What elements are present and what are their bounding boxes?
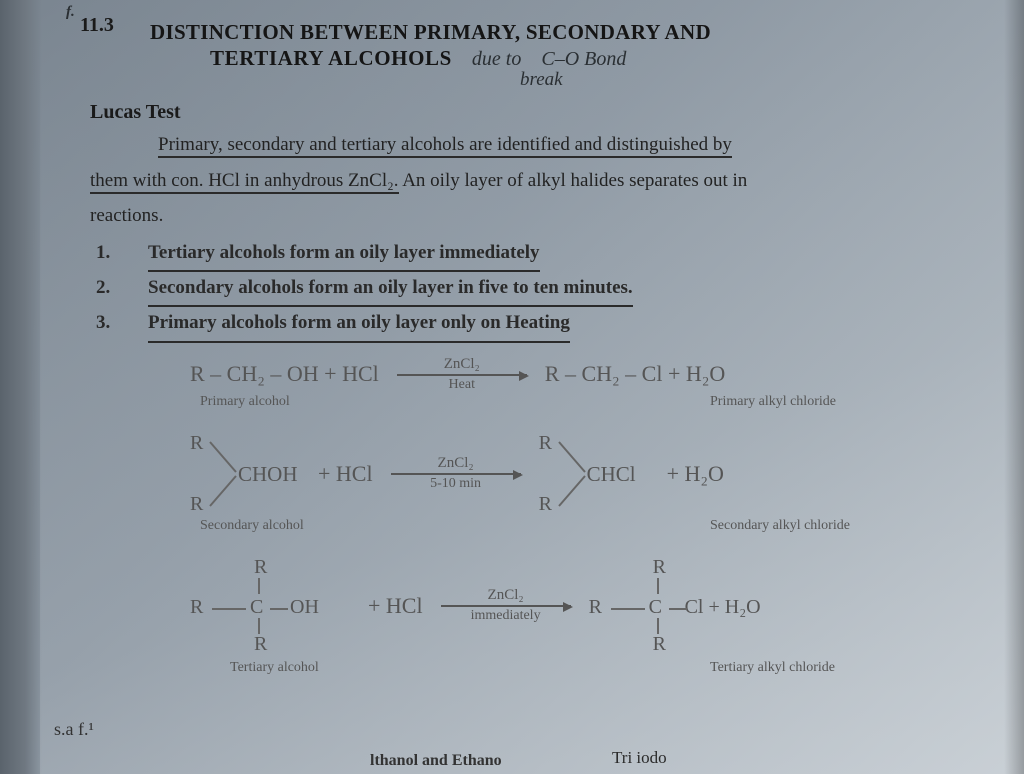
arrow-line-icon	[391, 473, 521, 475]
r-label: R	[589, 596, 602, 619]
r-label: R	[539, 493, 552, 516]
eq1-arrow-top: ZnCl₂	[444, 357, 480, 372]
r-label: R	[254, 556, 267, 579]
eq3-label-left: Tertiary alcohol	[190, 660, 470, 676]
equations-block: R – CH₂ – OH + HCl ZnCl₂ Heat R – CH₂ – …	[90, 357, 1004, 676]
eq3-tert-left: R R R C OH	[190, 556, 350, 656]
list-num-2: 2.	[90, 272, 148, 304]
bond-line-icon	[270, 608, 288, 610]
r-label: R	[190, 493, 203, 516]
c-label: C	[649, 596, 662, 619]
list-item-3: 3. Primary alcohols form an oily layer o…	[90, 307, 1004, 342]
eq1-label-right: Primary alkyl chloride	[710, 394, 836, 410]
para-1a: Primary, secondary and tertiary alcohols…	[158, 134, 732, 158]
eq3-plus-hcl: + HCl	[368, 593, 423, 619]
eq3-arrow-top: ZnCl₂	[488, 588, 524, 603]
section-number: f. 11.3	[80, 14, 114, 37]
eq2-chcl: CHCl	[587, 462, 636, 487]
paragraph-line-2: them with con. HCl in anhydrous ZnCl₂. A…	[90, 166, 1004, 195]
eq2-labels: Secondary alcohol Secondary alkyl chlori…	[190, 518, 1004, 534]
list-text-1: Tertiary alcohols form an oily layer imm…	[148, 237, 540, 272]
bond-line-icon	[258, 578, 260, 594]
equation-tertiary: R R R C OH + HCl ZnCl₂ immediately R R R	[190, 556, 1004, 656]
page-gutter-shadow	[1004, 0, 1024, 774]
list-item-1: 1. Tertiary alcohols form an oily layer …	[90, 237, 1004, 272]
eq1-labels: Primary alcohol Primary alkyl chloride	[190, 394, 1004, 410]
eq2-branch-left: R R CHOH	[190, 432, 300, 516]
r-label: R	[539, 432, 552, 455]
cutoff-text-right: Tri iodo	[612, 748, 667, 768]
r-label: R	[653, 556, 666, 579]
r-label: R	[653, 633, 666, 656]
bond-line-icon	[611, 608, 645, 610]
annot-mark: f.	[66, 4, 75, 21]
eq1-lhs: R – CH₂ – OH + HCl	[190, 361, 379, 387]
para-1c: An oily layer of alkyl halides separates…	[399, 170, 748, 191]
eq2-arrow-bot: 5-10 min	[430, 477, 481, 491]
eq1-arrow: ZnCl₂ Heat	[397, 357, 527, 392]
textbook-page: f. 11.3 DISTINCTION BETWEEN PRIMARY, SEC…	[40, 0, 1024, 774]
eq1-label-left: Primary alcohol	[190, 394, 450, 410]
eq3-arrow-bot: immediately	[471, 609, 541, 623]
equation-secondary: R R CHOH + HCl ZnCl₂ 5-10 min R R	[190, 432, 1004, 516]
r-label: R	[254, 633, 267, 656]
cl-h2o-label: Cl + H₂O	[685, 596, 785, 619]
handwritten-break: break	[520, 69, 1004, 91]
bond-line-icon	[212, 608, 246, 610]
eq2-arrow: ZnCl₂ 5-10 min	[391, 456, 521, 491]
r-label: R	[190, 596, 203, 619]
list-item-2: 2. Secondary alcohols form an oily layer…	[90, 272, 1004, 307]
paragraph-line-1: Primary, secondary and tertiary alcohols…	[90, 130, 1004, 159]
eq3-labels: Tertiary alcohol Tertiary alkyl chloride	[190, 660, 1004, 676]
arrow-line-icon	[397, 374, 527, 376]
page-curl-shadow	[0, 0, 42, 774]
equation-primary: R – CH₂ – OH + HCl ZnCl₂ Heat R – CH₂ – …	[190, 357, 1004, 392]
eq2-plus-hcl: + HCl	[318, 461, 373, 487]
eq1-rhs: R – CH₂ – Cl + H₂O	[545, 361, 726, 387]
bond-line-icon	[657, 618, 659, 634]
cutoff-text-left: lthanol and Ethano	[370, 752, 502, 770]
list-text-3: Primary alcohols form an oily layer only…	[148, 307, 570, 342]
list-num-1: 1.	[90, 237, 148, 269]
numbered-list: 1. Tertiary alcohols form an oily layer …	[90, 237, 1004, 343]
eq2-branch-right: R R CHCl	[539, 432, 649, 516]
eq3-arrow: ZnCl₂ immediately	[441, 588, 571, 623]
heading-line-1: DISTINCTION BETWEEN PRIMARY, SECONDARY A…	[150, 18, 1004, 46]
eq2-choh: CHOH	[238, 462, 298, 487]
lucas-test-subheading: Lucas Test	[90, 101, 1004, 124]
c-label: C	[250, 596, 263, 619]
paragraph-line-3: reactions.	[90, 201, 1004, 230]
eq2-tail: + H₂O	[667, 461, 724, 487]
r-label: R	[190, 432, 203, 455]
oh-label: OH	[290, 596, 319, 619]
handwritten-due-to: due to	[472, 48, 521, 71]
bond-line-icon	[657, 578, 659, 594]
handwritten-co-bond: C–O Bond	[541, 48, 626, 71]
eq2-label-left: Secondary alcohol	[190, 518, 450, 534]
eq2-label-right: Secondary alkyl chloride	[710, 518, 850, 534]
bond-line-icon	[258, 618, 260, 634]
list-num-3: 3.	[90, 307, 148, 339]
section-number-text: 11.3	[80, 14, 114, 36]
arrow-line-icon	[441, 605, 571, 607]
bond-line-icon	[669, 608, 687, 610]
handwritten-bottom-note: s.a f.¹	[54, 719, 94, 740]
list-text-2: Secondary alcohols form an oily layer in…	[148, 272, 633, 307]
para-1b: them with con. HCl in anhydrous ZnCl₂.	[90, 170, 399, 194]
eq1-arrow-bot: Heat	[449, 378, 475, 392]
eq3-tert-right: R R R C Cl + H₂O	[589, 556, 779, 656]
eq2-arrow-top: ZnCl₂	[438, 456, 474, 471]
heading-line-2: TERTIARY ALCOHOLS	[210, 46, 452, 71]
eq3-label-right: Tertiary alkyl chloride	[710, 660, 835, 676]
